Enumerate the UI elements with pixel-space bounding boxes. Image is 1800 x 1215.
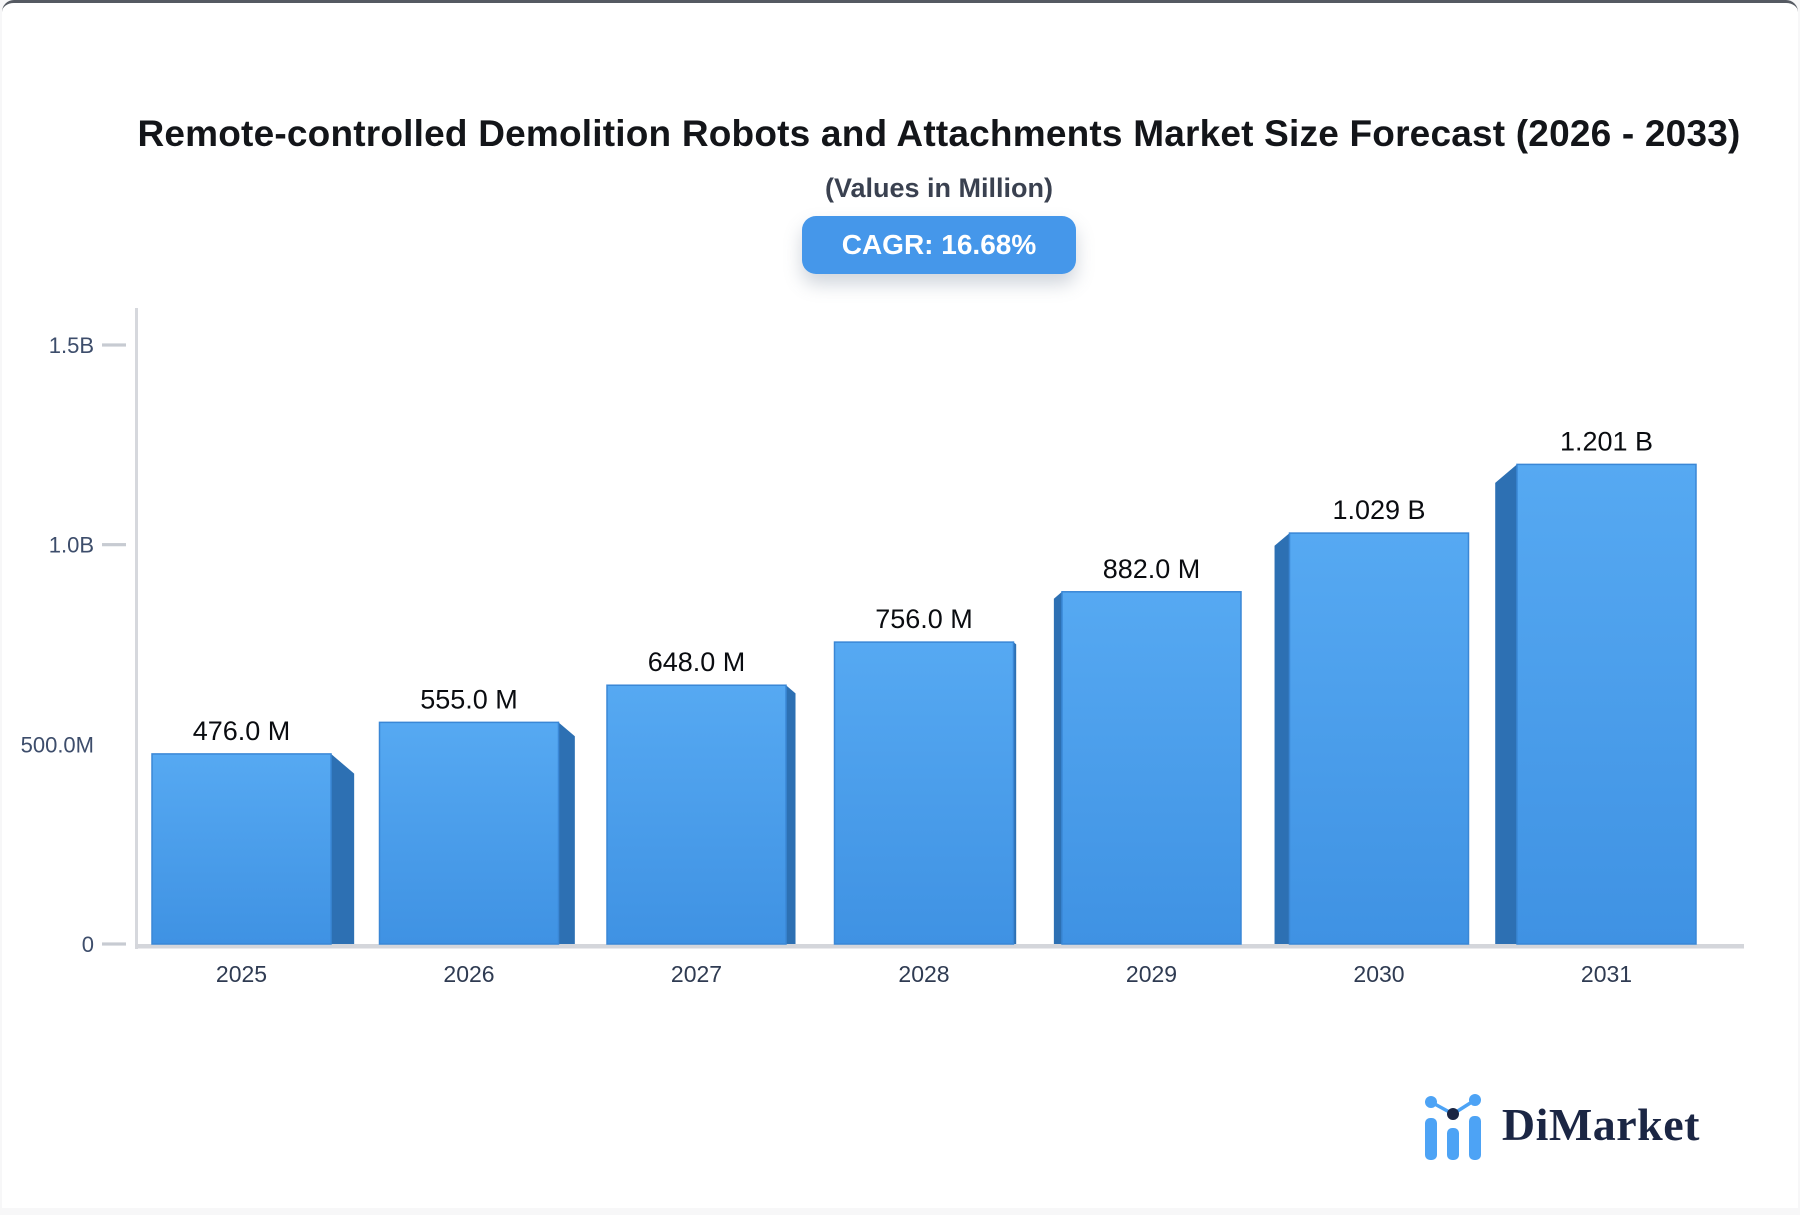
y-axis-line [135,308,138,949]
y-axis-tick [102,543,126,547]
y-axis-label: 500.0M [21,732,94,757]
y-axis-label: 0 [82,932,94,957]
bar-value-label: 1.201 B [1560,426,1653,456]
bar-2027[interactable] [606,684,787,945]
bar-side-2026 [558,722,575,944]
bar-side-2027 [786,685,796,944]
x-axis-label: 2031 [1581,961,1632,987]
chart-subtitle: (Values in Million) [824,173,1054,203]
chart-header: Remote-controlled Demolition Robots and … [77,3,1800,274]
chart-title: Remote-controlled Demolition Robots and … [137,113,1741,154]
cagr-badge: CAGR: 16.68% [801,216,1077,274]
bar-value-label: 555.0 M [420,684,518,714]
x-axis-label: 2028 [898,961,949,987]
bar-2030[interactable] [1288,532,1470,945]
y-axis-tick [102,942,126,946]
bar-value-label: 882.0 M [1103,554,1201,584]
y-axis-label: 1.5B [49,333,94,358]
bar-chart: 1.5B 1.0B 500.0M 0 476.0 M 2025 555.0 M 2026 648… [2,3,1800,1215]
bar-side-2029 [1053,591,1062,944]
bar-2026[interactable] [378,721,560,945]
x-axis-label: 2030 [1353,961,1404,987]
x-axis-line [135,944,1744,949]
x-axis-label: 2026 [443,961,494,987]
bar-2031[interactable] [1516,463,1697,945]
x-axis-label: 2025 [216,961,267,987]
bar-value-label: 476.0 M [193,716,291,746]
bar-value-label: 648.0 M [648,647,746,677]
x-axis-label: 2027 [671,961,722,987]
bar-2028[interactable] [833,641,1015,945]
y-axis-label: 1.0B [49,533,94,558]
dimarket-logo-text: DiMarket [1501,1098,1700,1150]
y-axis-tick [102,343,126,347]
bar-side-2030 [1274,533,1290,944]
bar-value-label: 756.0 M [875,604,973,634]
dimarket-logo-icon [1424,1094,1481,1160]
bar-value-label: 1.029 B [1332,495,1425,525]
bar-2025[interactable] [151,753,332,945]
bar-side-2031 [1495,464,1517,944]
dimarket-logo: DiMarket [1422,1086,1700,1162]
x-axis-label: 2029 [1126,961,1177,987]
bar-2029[interactable] [1061,591,1242,945]
bar-side-2025 [331,753,355,944]
